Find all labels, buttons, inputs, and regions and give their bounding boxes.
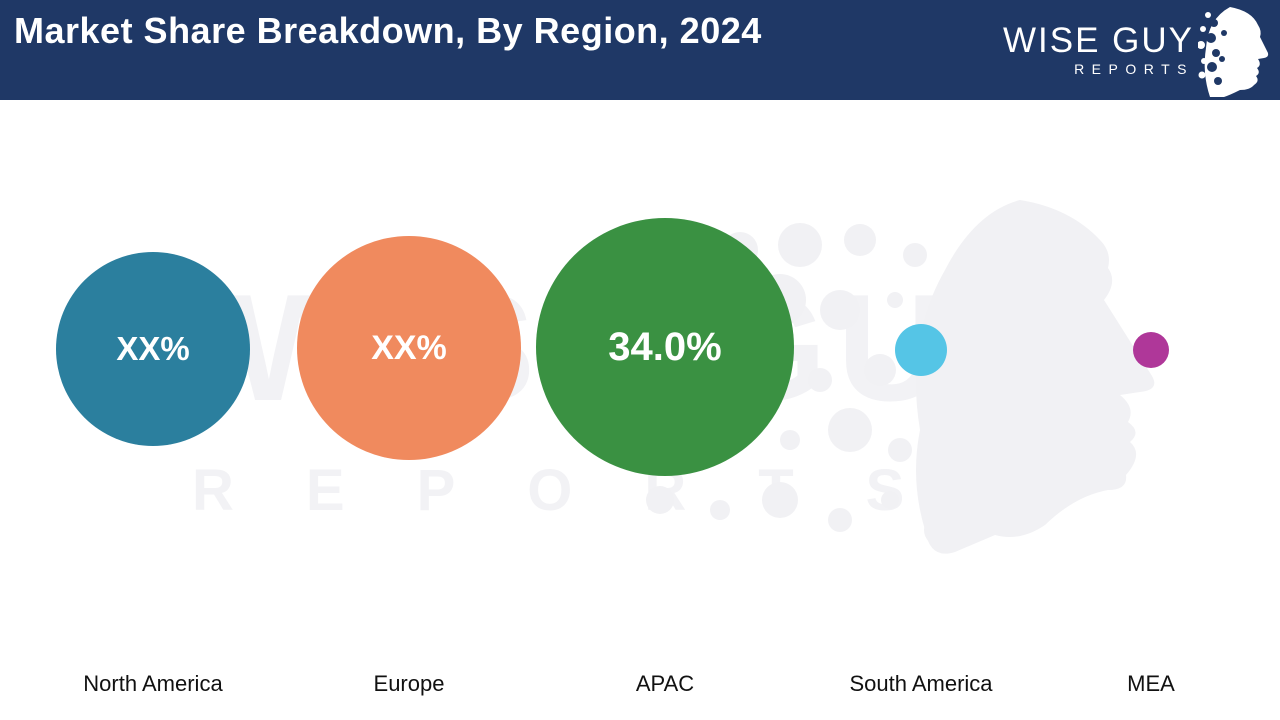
category-label-europe: Europe <box>373 671 445 696</box>
bubble-europe-value: XX% <box>371 328 447 367</box>
category-label-apac: APAC <box>635 671 695 696</box>
bubble-south-america <box>895 324 947 376</box>
watermark-head-silhouette <box>915 200 1155 554</box>
wiseguy-head-icon <box>1198 7 1269 97</box>
category-label-south-america: South America <box>849 671 993 696</box>
wiseguy-logo: WISE GUY REPORTS <box>1003 3 1270 97</box>
page-title: Market Share Breakdown, By Region, 2024 <box>14 10 762 51</box>
bubble-europe: XX% <box>297 236 521 460</box>
bubble-apac-value: 34.0% <box>608 324 722 369</box>
header-bar: Market Share Breakdown, By Region, 2024 … <box>0 0 1280 100</box>
wiseguy-logo-line1: WISE GUY <box>1002 21 1194 60</box>
bubble-north-america-value: XX% <box>116 330 190 367</box>
bubble-mea <box>1133 332 1169 368</box>
wiseguy-logo-line2: REPORTS <box>1074 61 1194 77</box>
bubble-apac: 34.0% <box>536 218 794 476</box>
category-label-mea: MEA <box>1127 671 1175 696</box>
wiseguy-logo-text: WISE GUY REPORTS <box>1003 23 1194 77</box>
category-label-north-america: North America <box>83 671 223 696</box>
bubble-north-america: XX% <box>56 252 250 446</box>
